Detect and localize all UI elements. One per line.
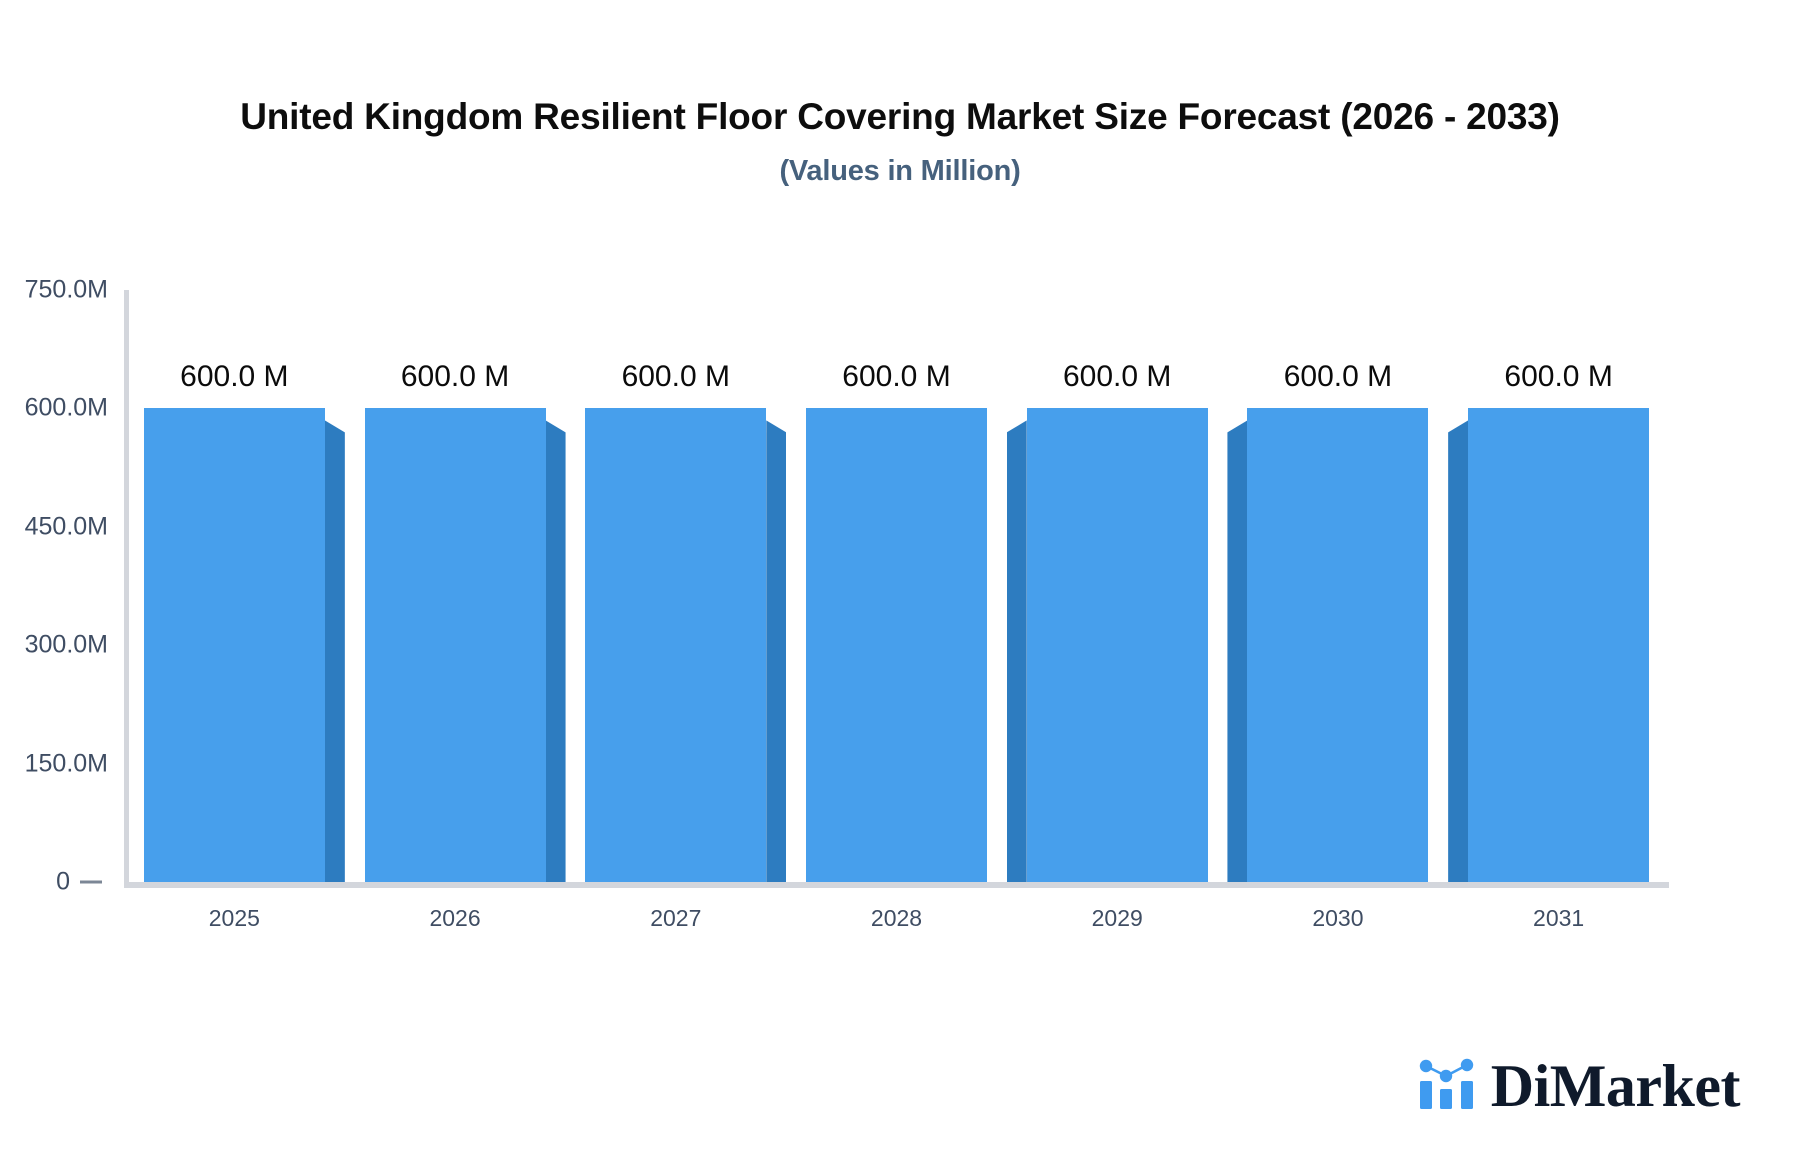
bar-front-face: [1026, 408, 1208, 882]
y-axis-tick-label: 150.0M: [24, 749, 108, 778]
page-subtitle: (Values in Million): [779, 154, 1021, 187]
bar-column[interactable]: 600.0 M: [364, 290, 566, 882]
bar-column[interactable]: 600.0 M: [1006, 290, 1208, 882]
bar-value-label: 600.0 M: [180, 360, 289, 394]
page-title: United Kingdom Resilient Floor Covering …: [240, 96, 1560, 137]
x-axis-tick-label: 2030: [1312, 905, 1364, 931]
x-axis-tick-label: 2029: [1091, 905, 1143, 931]
x-axis-tick-label: 2025: [208, 905, 260, 931]
bar-3d-body: 600.0 M: [1227, 290, 1429, 882]
bar-side-face: [766, 420, 787, 882]
y-axis-tick-label: 300.0M: [24, 630, 108, 659]
y-axis-tick-mark: [80, 880, 102, 884]
bar-side-face: [324, 420, 345, 882]
x-axis-line: [124, 882, 1669, 888]
bar-chart-dots-icon: [1417, 1055, 1477, 1116]
bar-column[interactable]: 600.0 M: [143, 290, 345, 882]
bar-column[interactable]: 600.0 M: [1448, 290, 1650, 882]
brand-name: DiMarket: [1490, 1052, 1741, 1119]
bar-side-face: [1006, 420, 1027, 882]
x-axis-tick-label: 2028: [870, 905, 923, 931]
bar-value-label: 600.0 M: [1063, 360, 1172, 394]
bar-value-label: 600.0 M: [1504, 360, 1613, 394]
bar-front-face: [806, 408, 987, 882]
bar-3d-body: 600.0 M: [1448, 290, 1650, 882]
bar-3d-body: 600.0 M: [364, 290, 566, 882]
x-axis-tick-label: 2026: [429, 905, 481, 931]
title-block: United Kingdom Resilient Floor Covering …: [0, 96, 1800, 188]
bar-column[interactable]: 600.0 M: [806, 290, 987, 882]
bar-value-label: 600.0 M: [1283, 360, 1393, 394]
bar-front-face: [143, 408, 325, 882]
bar-value-label: 600.0 M: [621, 360, 730, 394]
bar-front-face: [585, 408, 767, 882]
bar-3d-body: 600.0 M: [806, 290, 987, 882]
brand-logo: DiMarket: [1417, 1052, 1741, 1119]
bar-front-face: [364, 408, 546, 882]
bar-side-face: [1448, 420, 1469, 882]
bar-side-face: [1227, 420, 1248, 882]
bar-3d-body: 600.0 M: [143, 290, 345, 882]
y-axis-line: [124, 290, 129, 884]
bar-value-label: 600.0 M: [842, 360, 951, 394]
bar-front-face: [1468, 408, 1650, 882]
y-axis-tick-label: 0: [56, 867, 70, 896]
y-axis-tick-label: 600.0M: [24, 393, 108, 422]
bar-side-face: [545, 420, 566, 882]
bar-column[interactable]: 600.0 M: [1227, 290, 1429, 882]
y-axis-tick-label: 450.0M: [24, 512, 108, 541]
bar-column[interactable]: 600.0 M: [585, 290, 787, 882]
y-axis-tick-label: 750.0M: [24, 275, 108, 304]
bar-value-label: 600.0 M: [400, 360, 510, 394]
bar-3d-body: 600.0 M: [1006, 290, 1208, 882]
x-axis-tick-label: 2031: [1533, 905, 1585, 931]
x-axis-tick-label: 2027: [650, 905, 702, 931]
bar-3d-body: 600.0 M: [585, 290, 787, 882]
bar-front-face: [1247, 408, 1429, 882]
bar-group: 600.0 M 600.0 M 600.0 M 600.0 M 600.0 M 600.0…: [124, 290, 1669, 882]
